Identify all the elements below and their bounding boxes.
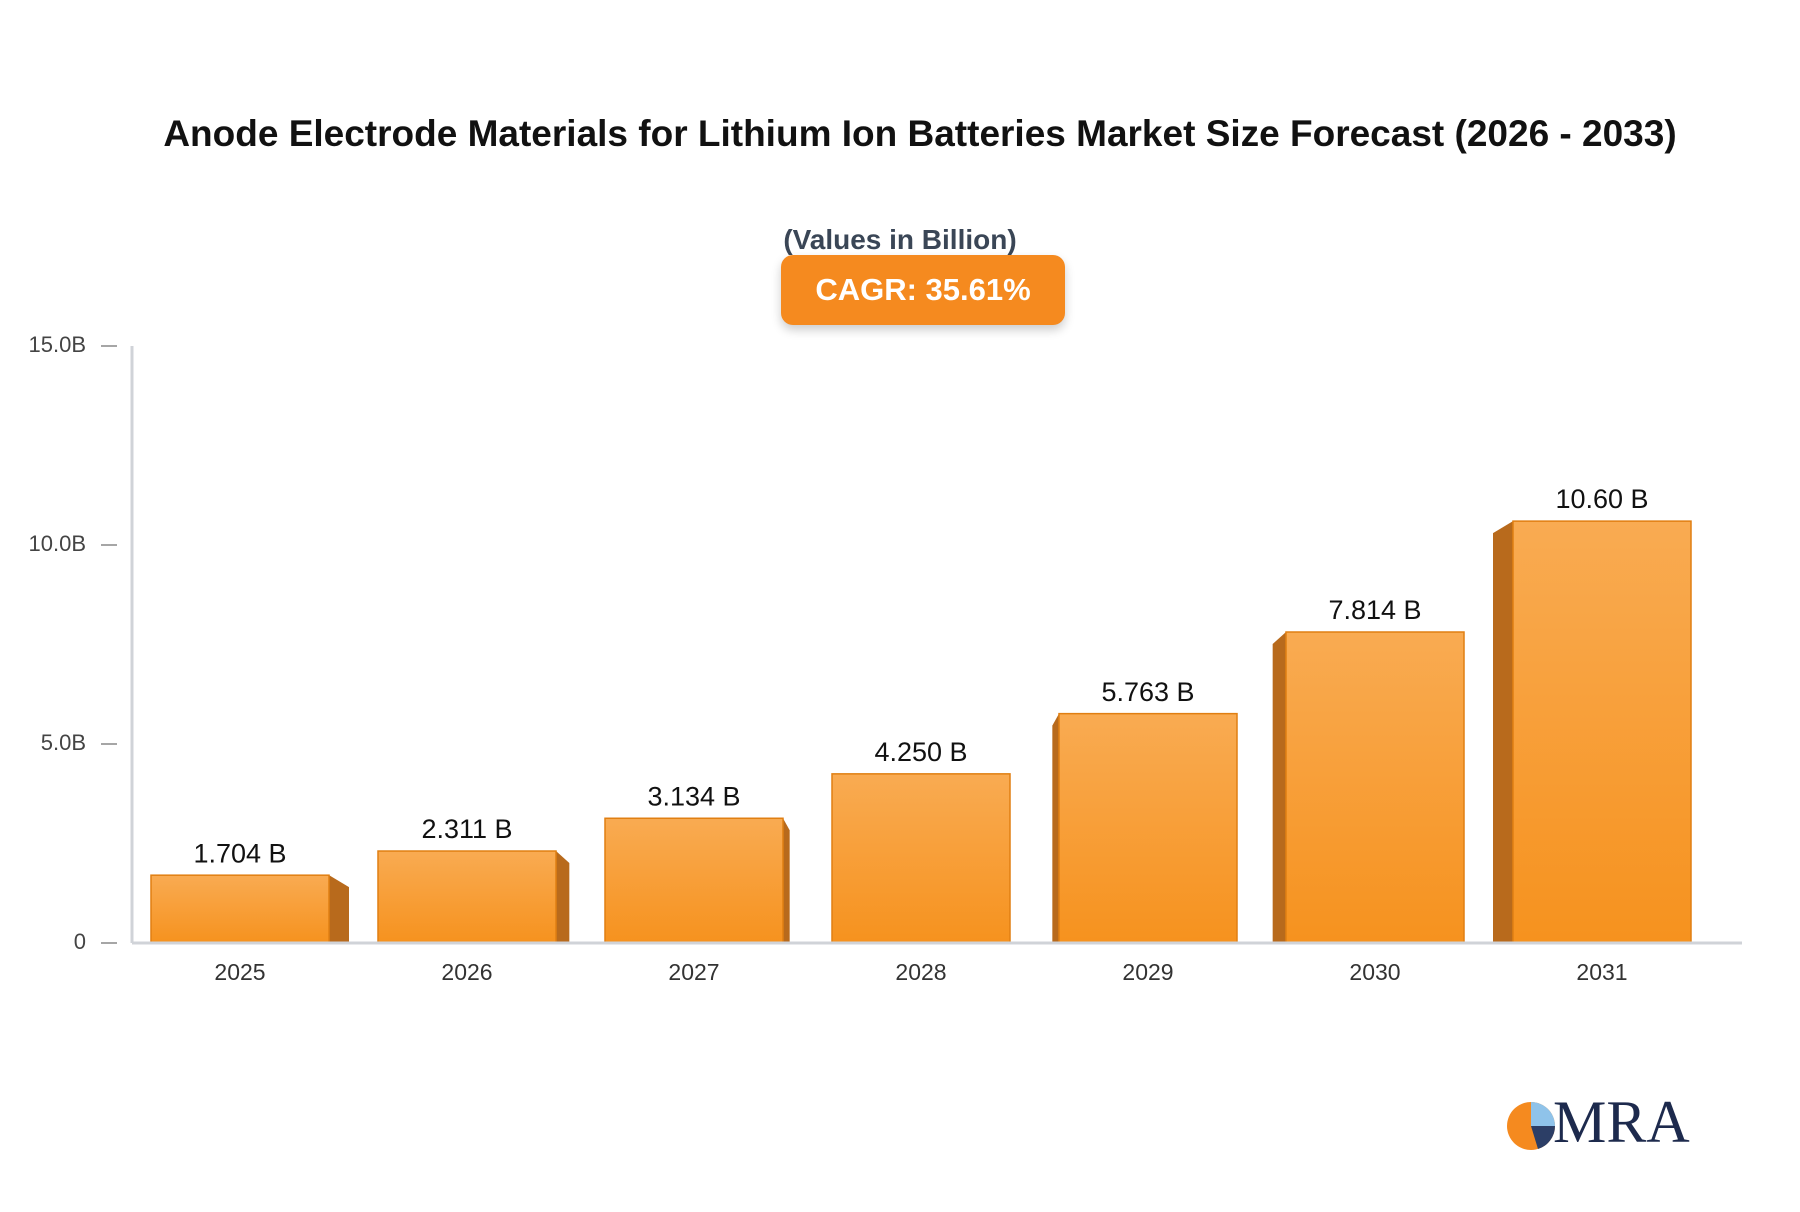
y-tick-label: 0 [74,929,86,954]
value-label: 1.704 B [193,838,286,868]
x-tick-label: 2026 [441,959,492,985]
bar-side [329,875,349,943]
logo-icon [1507,1102,1555,1150]
bar [150,874,330,944]
logo-text: MRA [1553,1089,1690,1155]
value-label: 3.134 B [647,781,740,811]
y-tick-label: 5.0B [41,730,86,755]
x-tick-label: 2027 [668,959,719,985]
chart-subtitle: (Values in Billion) [783,224,1017,255]
bar [1285,631,1465,944]
value-label: 5.763 B [1101,677,1194,707]
bar [831,773,1011,944]
bar [1058,712,1238,944]
y-tick-label: 10.0B [29,531,87,556]
value-label: 10.60 B [1555,484,1648,514]
value-label: 7.814 B [1328,595,1421,625]
value-label: 2.311 B [421,814,512,844]
x-tick-label: 2028 [895,959,946,985]
x-tick-label: 2031 [1576,959,1627,985]
x-tick-label: 2030 [1349,959,1400,985]
value-label: 4.250 B [874,737,967,767]
bar-side [556,851,570,943]
bar [377,850,557,944]
bar-side [1052,713,1059,943]
x-tick-label: 2025 [214,959,265,985]
bar [1512,520,1692,944]
x-tick-label: 2029 [1122,959,1173,985]
cagr-badge: CAGR: 35.61% [781,255,1065,325]
bar-side [1493,521,1513,943]
bar [604,817,784,944]
bar-side [783,818,790,943]
y-tick-label: 15.0B [29,332,87,357]
bar-side [1272,632,1286,943]
chart-title: Anode Electrode Materials for Lithium Io… [163,113,1677,154]
